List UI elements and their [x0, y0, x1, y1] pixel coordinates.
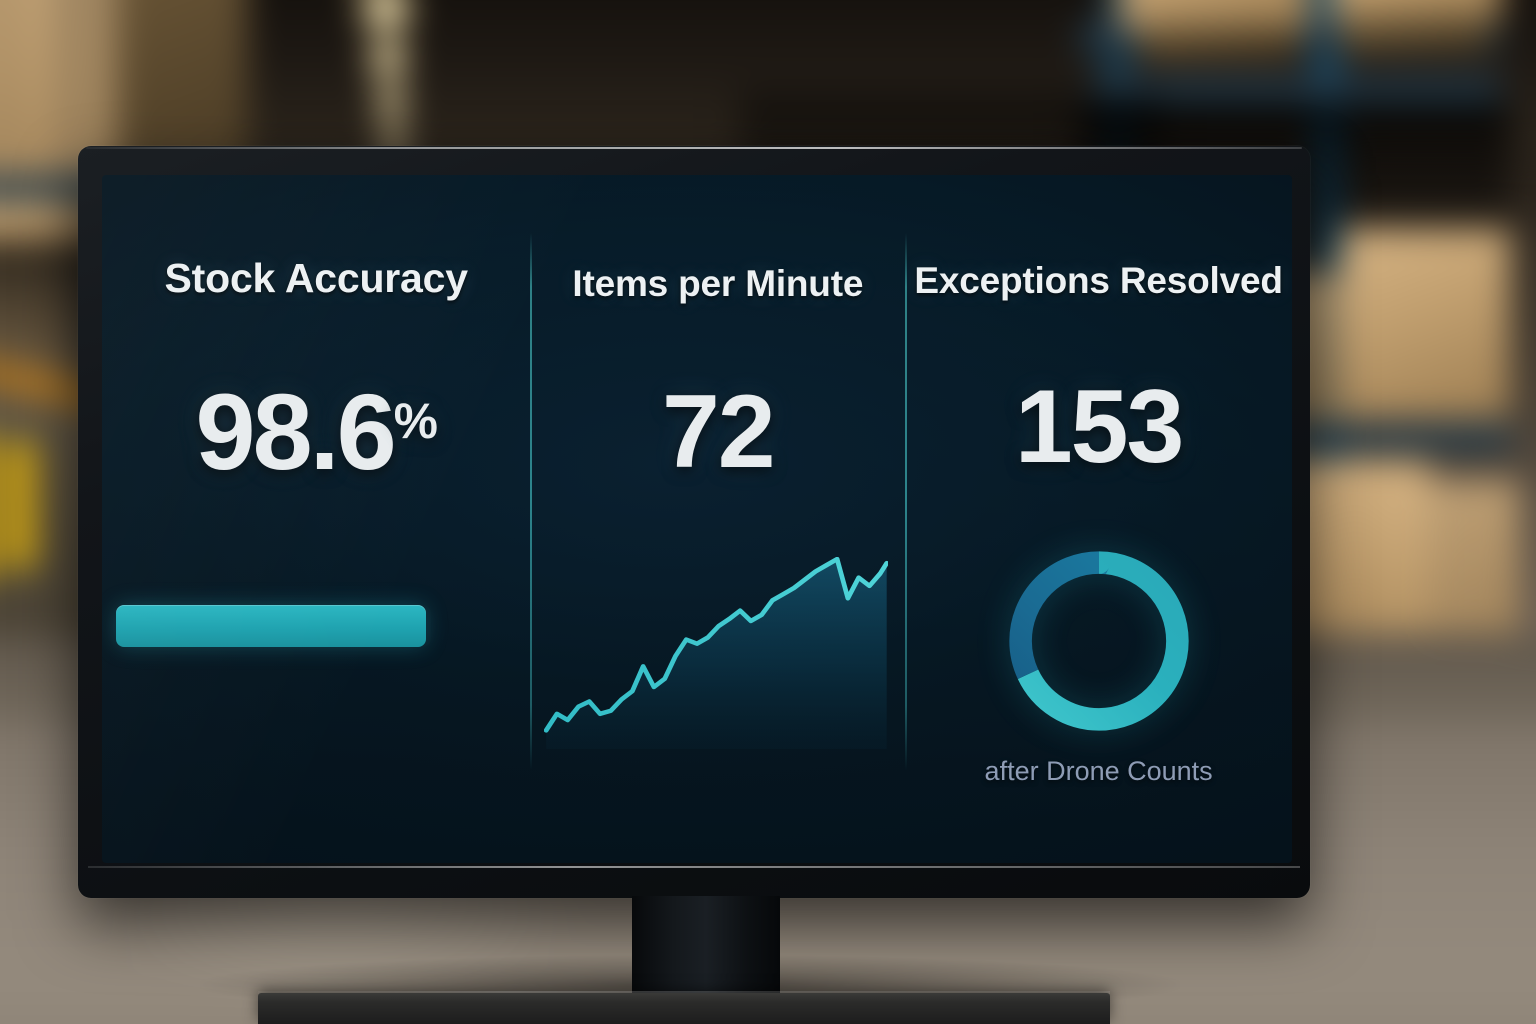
panel-divider-2 — [905, 233, 907, 771]
items-per-minute-sparkline[interactable] — [543, 556, 889, 763]
kpi-value-exceptions-resolved: 153 — [905, 375, 1292, 479]
exceptions-resolved-donut-chart[interactable] — [1001, 543, 1197, 739]
ceiling-light-icon — [364, 40, 412, 74]
ceiling-light-icon — [379, 120, 407, 141]
kpi-title-stock-accuracy: Stock Accuracy — [164, 254, 469, 301]
sparkline-path — [543, 556, 889, 733]
kpi-value-stock-accuracy: 98.6% — [102, 377, 530, 486]
pallet-box — [118, 0, 248, 170]
kpi-card-items-per-minute[interactable]: Items per Minute 72 — [530, 175, 905, 863]
safety-bollard — [2, 440, 40, 570]
sparkline-area — [545, 558, 887, 749]
kpi-number-items-per-minute: 72 — [661, 374, 776, 491]
kpi-title-exceptions-resolved: Exceptions Resolved — [914, 260, 1283, 302]
kpi-caption-exceptions-resolved: after Drone Counts — [984, 756, 1213, 787]
kpi-number-stock-accuracy: 98.6 — [195, 370, 397, 492]
donut-svg — [1008, 551, 1189, 731]
pallet-box — [1340, 228, 1510, 418]
rack-beam — [1090, 78, 1500, 104]
kpi-card-stock-accuracy[interactable]: Stock Accuracy 98.6% — [102, 175, 530, 863]
ceiling-light-icon — [372, 84, 410, 111]
pallet-box — [1340, 16, 1490, 52]
kpi-dashboard: Stock Accuracy 98.6% Items per Minute 72 — [102, 175, 1292, 863]
monitor-stand-neck — [632, 896, 780, 1004]
kpi-title-items-per-minute: Items per Minute — [572, 263, 864, 305]
pallet-box — [1332, 0, 1502, 20]
kpi-number-exceptions-resolved: 153 — [1014, 368, 1185, 485]
kpi-unit-percent: % — [393, 393, 438, 450]
panel-divider-1 — [530, 233, 532, 771]
donut-segment-remaining — [1008, 551, 1189, 731]
stock-accuracy-progress-fill — [115, 605, 427, 647]
monitor-stand-base — [258, 993, 1110, 1024]
stock-accuracy-progress-track[interactable] — [115, 605, 431, 647]
monitor-bezel: Stock Accuracy 98.6% Items per Minute 72 — [78, 146, 1310, 898]
dashboard-screen[interactable]: Stock Accuracy 98.6% Items per Minute 72 — [102, 175, 1292, 863]
kpi-value-items-per-minute: 72 — [530, 380, 905, 484]
sparkline-svg — [543, 556, 889, 752]
monitor-base-highlight — [258, 991, 1110, 994]
kpi-card-exceptions-resolved[interactable]: Exceptions Resolved 153 — [905, 175, 1292, 863]
pallet-box — [1140, 24, 1300, 58]
